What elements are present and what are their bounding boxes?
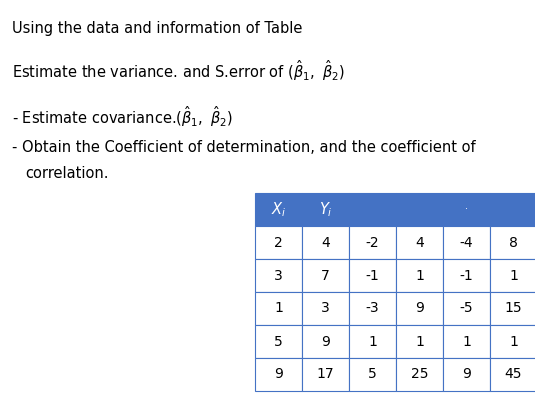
Bar (396, 259, 443, 292)
Text: 17: 17 (317, 367, 334, 381)
Text: 4: 4 (415, 236, 424, 249)
Bar (396, 292, 443, 325)
Text: 9: 9 (415, 301, 424, 316)
Text: ·: · (465, 204, 468, 215)
Bar (255, 259, 302, 292)
Text: 1: 1 (462, 335, 471, 348)
Text: 4: 4 (321, 236, 330, 249)
Text: 7: 7 (321, 268, 330, 282)
Text: 9: 9 (274, 367, 283, 381)
Text: $Y_i$: $Y_i$ (319, 200, 332, 219)
Text: 1: 1 (368, 335, 377, 348)
Bar (396, 193, 443, 226)
Bar (443, 193, 490, 226)
Bar (443, 325, 490, 358)
Text: 5: 5 (274, 335, 283, 348)
Text: 45: 45 (505, 367, 522, 381)
Text: 8: 8 (509, 236, 518, 249)
Text: 1: 1 (274, 301, 283, 316)
Bar (255, 358, 302, 391)
Text: 1: 1 (509, 335, 518, 348)
Text: 25: 25 (411, 367, 428, 381)
Bar (302, 292, 349, 325)
Bar (490, 325, 535, 358)
Bar (490, 358, 535, 391)
Text: Using the data and information of Table: Using the data and information of Table (12, 21, 302, 36)
Text: correlation.: correlation. (25, 166, 109, 181)
Text: 1: 1 (509, 268, 518, 282)
Text: 1: 1 (415, 335, 424, 348)
Text: - Obtain the Coefficient of determination, and the coefficient of: - Obtain the Coefficient of determinatio… (12, 140, 476, 155)
Bar (255, 325, 302, 358)
Bar (302, 193, 349, 226)
Bar (490, 292, 535, 325)
Bar (349, 358, 396, 391)
Text: -1: -1 (365, 268, 379, 282)
Text: -3: -3 (366, 301, 379, 316)
Text: 3: 3 (321, 301, 330, 316)
Text: 2: 2 (274, 236, 283, 249)
Text: 15: 15 (505, 301, 522, 316)
Text: 1: 1 (415, 268, 424, 282)
Text: 9: 9 (321, 335, 330, 348)
Text: Estimate the variance. and S.error of $(\hat{\beta}_1,\ \hat{\beta}_2)$: Estimate the variance. and S.error of $(… (12, 58, 345, 83)
Text: - Estimate covariance.$(\hat{\beta}_1,\ \hat{\beta}_2)$: - Estimate covariance.$(\hat{\beta}_1,\ … (12, 104, 233, 129)
Bar (302, 358, 349, 391)
Text: -2: -2 (366, 236, 379, 249)
Bar (255, 193, 302, 226)
Text: -5: -5 (460, 301, 473, 316)
Text: 5: 5 (368, 367, 377, 381)
Bar (349, 259, 396, 292)
Bar (302, 259, 349, 292)
Bar (349, 226, 396, 259)
Text: 3: 3 (274, 268, 283, 282)
Bar (443, 358, 490, 391)
Bar (349, 292, 396, 325)
Bar (490, 259, 535, 292)
Bar (396, 358, 443, 391)
Bar (396, 325, 443, 358)
Text: -4: -4 (460, 236, 473, 249)
Bar (396, 226, 443, 259)
Bar (490, 193, 535, 226)
Bar (302, 325, 349, 358)
Text: 9: 9 (462, 367, 471, 381)
Bar (490, 226, 535, 259)
Bar (443, 226, 490, 259)
Text: $X_i$: $X_i$ (271, 200, 286, 219)
Bar (255, 226, 302, 259)
Text: -1: -1 (460, 268, 473, 282)
Bar (443, 292, 490, 325)
Bar (255, 292, 302, 325)
Bar (349, 325, 396, 358)
Bar (443, 259, 490, 292)
Bar (302, 226, 349, 259)
Bar (349, 193, 396, 226)
